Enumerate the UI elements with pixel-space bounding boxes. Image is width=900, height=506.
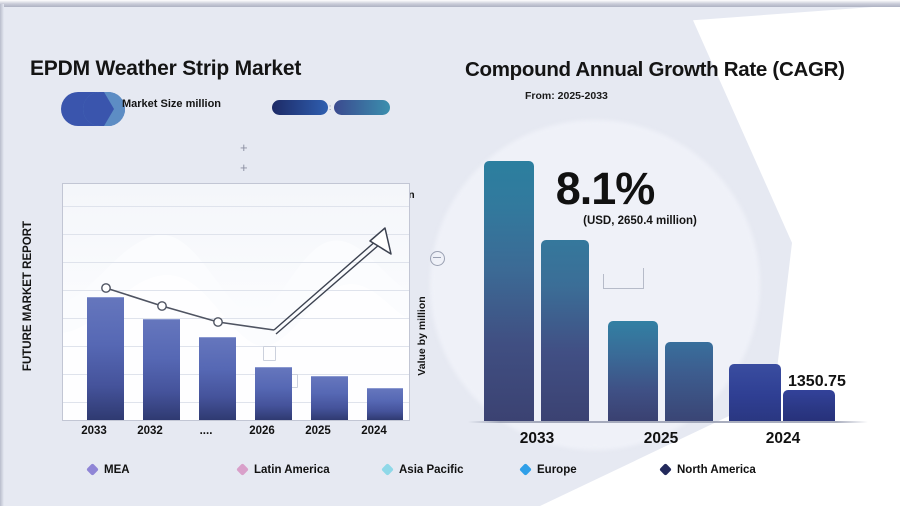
minus-circle-icon [430,251,445,266]
trend-line-overlay [101,227,392,335]
region-legend: MEA Latin America Asia Pacific Europe No… [0,462,900,488]
legend-label-asia-pacific: Asia Pacific [399,464,464,476]
left-xlabel-2026: 2026 [249,425,275,437]
cagr-value: 8.1% [555,163,656,214]
legend-pill-separator: : [329,103,332,112]
right-bar-2024-primary [729,364,781,421]
left-xlabel-2024: 2024 [361,425,387,437]
right-bar-2024-secondary [783,390,835,421]
left-xlabel-2025: 2025 [305,425,331,437]
left-bar-2033 [87,297,124,420]
left-bar-mid [199,337,236,420]
legend-item-north-america[interactable]: North America [659,462,756,476]
market-size-legend-label: Market Size million [122,98,222,110]
right-xlabel-2033: 2033 [519,430,555,447]
plus-marker-1: + [240,140,248,155]
cagr-usd-value: (USD, 2650.4 million) [583,215,697,227]
legend-label-north-america: North America [677,464,756,476]
left-bar-2024 [367,388,403,420]
legend-dot-north-america [659,462,672,476]
legend-item-mea[interactable]: MEA [86,462,130,476]
cagr-subtitle: From: 2025-2033 [525,90,608,102]
right-chart-baseline [468,421,868,423]
left-chart-right-axis-label: Value by million [416,296,428,376]
right-bar-2025-secondary [665,342,713,421]
left-bar-chart [62,183,410,421]
right-bar-2033-primary [484,161,534,421]
left-border-edge [0,4,4,506]
legend-pill-primary [272,100,328,115]
legend-pill-secondary [334,100,390,115]
left-xlabel-2032: 2032 [137,425,163,437]
right-xlabel-2025: 2025 [643,430,679,447]
legend-dot-asia-pacific [381,462,394,476]
left-chart-y-axis-label: FUTURE MARKET REPORT [22,220,34,372]
left-bar-2025 [311,376,348,420]
top-border-strip [0,0,900,7]
left-xlabel-mid: .... [199,425,213,437]
ghost-document-icon [263,346,276,361]
page-title: EPDM Weather Strip Market [30,57,302,80]
legend-item-asia-pacific[interactable]: Asia Pacific [381,462,464,476]
legend-label-mea: MEA [104,464,130,476]
legend-item-europe[interactable]: Europe [519,462,577,476]
left-bar-2032 [143,319,180,420]
legend-dot-latin-america [236,462,249,476]
right-bar-2033-secondary [541,240,589,421]
plus-marker-2: + [240,160,248,175]
right-bar-2025-primary [608,321,658,421]
left-bar-2026 [255,367,292,420]
hexagon-logo-icon [61,92,125,126]
decorative-bracket [603,268,644,289]
legend-dot-europe [519,462,532,476]
right-chart-end-value: 1350.75 [788,373,846,390]
left-xlabel-2033: 2033 [81,425,107,437]
cagr-title: Compound Annual Growth Rate (CAGR) [465,58,845,81]
legend-item-latin-america[interactable]: Latin America [236,462,330,476]
right-xlabel-2024: 2024 [765,430,801,447]
legend-label-latin-america: Latin America [254,464,330,476]
legend-dot-mea [86,462,99,476]
legend-label-europe: Europe [537,464,577,476]
